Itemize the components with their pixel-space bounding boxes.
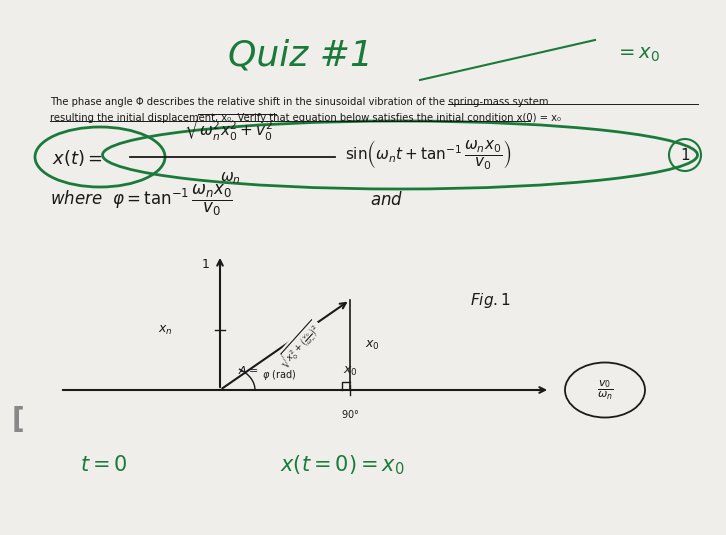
- Text: $\mathit{and}$: $\mathit{and}$: [370, 191, 404, 209]
- Text: Quiz #1: Quiz #1: [227, 38, 372, 72]
- Text: $90°$: $90°$: [341, 408, 359, 420]
- Text: [: [: [12, 406, 25, 434]
- Text: 1: 1: [680, 148, 690, 163]
- Text: $\mathit{where}\ \ \varphi = \tan^{-1}\dfrac{\omega_n x_0}{v_0}$: $\mathit{where}\ \ \varphi = \tan^{-1}\d…: [50, 182, 233, 218]
- Text: $\sqrt{x_0^2+\left(\frac{v_0}{\omega_n}\right)^2}$: $\sqrt{x_0^2+\left(\frac{v_0}{\omega_n}\…: [274, 317, 327, 373]
- Text: $\sqrt{\omega_n^2 x_0^2 + v_0^2}$: $\sqrt{\omega_n^2 x_0^2 + v_0^2}$: [184, 112, 277, 143]
- Text: The phase angle Φ describes the relative shift in the sinusoidal vibration of th: The phase angle Φ describes the relative…: [50, 97, 549, 107]
- Text: $\omega_n$: $\omega_n$: [219, 170, 240, 186]
- Text: $x(t=0) = x_0$: $x(t=0) = x_0$: [280, 453, 404, 477]
- Text: $\sin\!\left(\omega_n t + \tan^{-1}\dfrac{\omega_n x_0}{v_0}\right)$: $\sin\!\left(\omega_n t + \tan^{-1}\dfra…: [345, 139, 511, 172]
- Text: $x_0$: $x_0$: [343, 365, 357, 378]
- Text: 1: 1: [202, 258, 210, 271]
- Text: $x(t) =$: $x(t) =$: [52, 148, 103, 168]
- Text: $t = 0$: $t = 0$: [80, 455, 128, 475]
- Text: $A=$: $A=$: [238, 364, 258, 376]
- Text: $Fig.1$: $Fig.1$: [470, 291, 511, 310]
- Text: $\varphi$ (rad): $\varphi$ (rad): [262, 368, 296, 382]
- Text: $\dfrac{v_0}{\omega_n}$: $\dfrac{v_0}{\omega_n}$: [597, 378, 613, 402]
- Text: $x_0$: $x_0$: [365, 339, 380, 351]
- Text: $x_n$: $x_n$: [158, 324, 172, 337]
- Text: resulting the initial displacement, x₀. Verify that equation below satisfies the: resulting the initial displacement, x₀. …: [50, 113, 561, 123]
- Text: $= x_0$: $= x_0$: [615, 45, 660, 65]
